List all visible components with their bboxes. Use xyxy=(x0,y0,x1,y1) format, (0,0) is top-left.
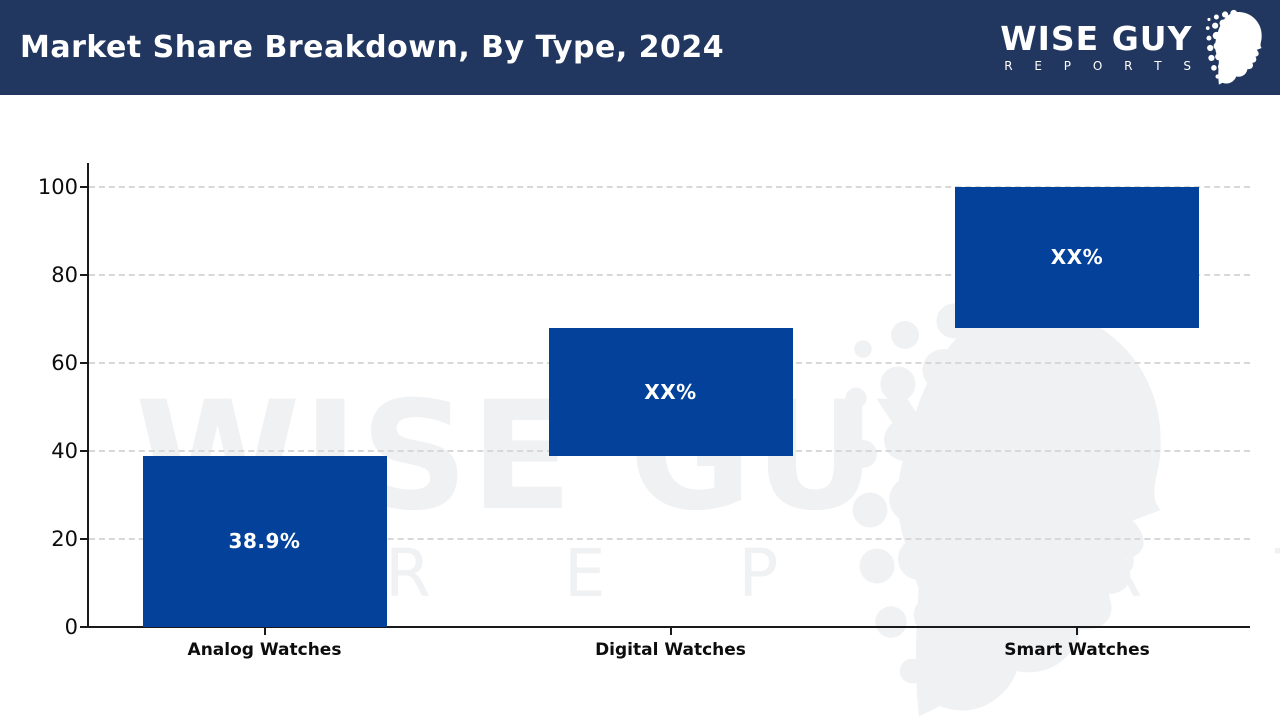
x-axis xyxy=(87,626,1250,628)
bar-value-label: XX% xyxy=(644,379,697,404)
bar-value-label: XX% xyxy=(1050,245,1104,270)
bar-digital-watches: XX% xyxy=(548,327,793,456)
y-tick-label-80: 80 xyxy=(51,263,78,287)
y-tick-mark-0 xyxy=(80,626,88,628)
x-tick-mark-1 xyxy=(669,627,672,635)
y-tick-label-20: 20 xyxy=(51,527,78,551)
y-tick-mark-20 xyxy=(80,538,88,540)
y-tick-label-40: 40 xyxy=(51,439,78,463)
gridline-100 xyxy=(89,186,1250,188)
logo-wordmark-line2: R E P O R T S xyxy=(1004,59,1200,73)
gridline-80 xyxy=(89,274,1250,276)
x-category-label-1: Digital Watches xyxy=(595,640,746,660)
logo-wordmark: WISE GUY R E P O R T S xyxy=(1000,19,1200,74)
bar-analog-watches: 38.9% xyxy=(142,455,387,627)
logo-face-icon xyxy=(1204,9,1266,87)
y-tick-mark-80 xyxy=(80,274,88,276)
x-tick-mark-2 xyxy=(1076,627,1078,635)
y-tick-mark-100 xyxy=(80,186,88,188)
bar-value-label: 38.9% xyxy=(228,529,301,554)
logo-wordmark-line1: WISE GUY xyxy=(1000,19,1193,58)
header-bar: Market Share Breakdown, By Type, 2024 WI… xyxy=(0,0,1280,95)
y-tick-label-100: 100 xyxy=(37,175,78,199)
x-category-label-0: Analog Watches xyxy=(187,640,342,660)
x-category-label-2: Smart Watches xyxy=(1004,640,1150,660)
y-tick-mark-60 xyxy=(80,362,88,364)
y-axis xyxy=(87,163,89,628)
page-title: Market Share Breakdown, By Type, 2024 xyxy=(20,30,725,65)
gridline-20 xyxy=(89,538,1250,540)
y-tick-mark-40 xyxy=(80,450,88,452)
bar-smart-watches: XX% xyxy=(955,187,1199,328)
y-tick-label-60: 60 xyxy=(51,351,78,375)
brand-logo: WISE GUY R E P O R T S xyxy=(1000,9,1280,87)
x-tick-mark-0 xyxy=(263,627,266,635)
y-tick-label-0: 0 xyxy=(64,615,78,639)
